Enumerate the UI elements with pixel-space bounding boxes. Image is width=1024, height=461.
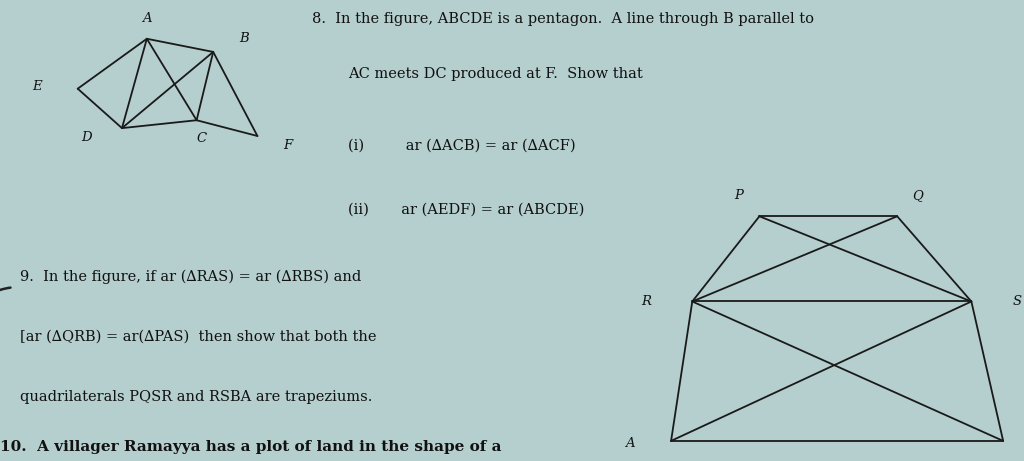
Text: 9.  In the figure, if ar (∆RAS) = ar (∆RBS) and: 9. In the figure, if ar (∆RAS) = ar (∆RB… bbox=[20, 270, 361, 284]
Text: A: A bbox=[142, 12, 152, 24]
Text: AC meets DC produced at F.  Show that: AC meets DC produced at F. Show that bbox=[348, 67, 643, 81]
Text: F: F bbox=[284, 139, 293, 152]
Text: [ar (∆QRB) = ar(∆PAS)  then show that both the: [ar (∆QRB) = ar(∆PAS) then show that bot… bbox=[20, 330, 377, 343]
Text: (ii)       ar (AEDF) = ar (ABCDE): (ii) ar (AEDF) = ar (ABCDE) bbox=[348, 203, 585, 217]
Text: quadrilaterals PQSR and RSBA are trapeziums.: quadrilaterals PQSR and RSBA are trapezi… bbox=[20, 390, 373, 403]
Text: Q: Q bbox=[912, 189, 923, 202]
Text: (i)         ar (∆ACB) = ar (∆ACF): (i) ar (∆ACB) = ar (∆ACF) bbox=[348, 138, 575, 152]
Text: E: E bbox=[32, 80, 42, 93]
Text: D: D bbox=[81, 131, 91, 144]
Text: B: B bbox=[239, 32, 249, 45]
Text: A: A bbox=[626, 437, 635, 449]
Text: C: C bbox=[197, 132, 207, 145]
Text: 10.  A villager Ramayya has a plot of land in the shape of a: 10. A villager Ramayya has a plot of lan… bbox=[0, 440, 502, 454]
Text: 8.  In the figure, ABCDE is a pentagon.  A line through B parallel to: 8. In the figure, ABCDE is a pentagon. A… bbox=[312, 12, 814, 25]
Text: R: R bbox=[641, 295, 651, 308]
Text: S: S bbox=[1013, 295, 1022, 308]
Text: P: P bbox=[734, 189, 743, 202]
